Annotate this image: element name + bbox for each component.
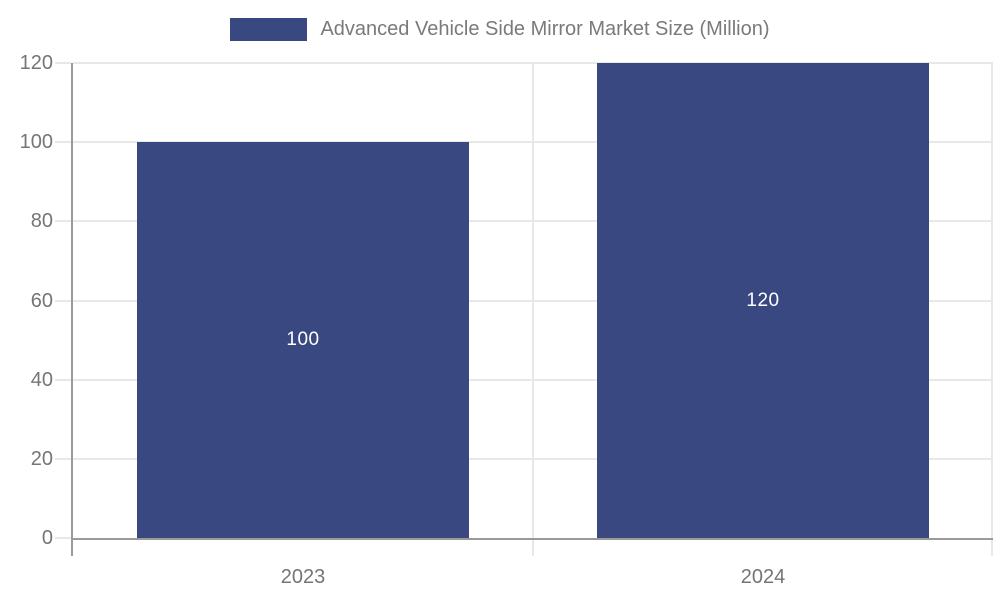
x-axis-tick-label: 2024: [740, 566, 786, 588]
gridline-vertical: [991, 63, 993, 556]
y-axis-tick: [55, 62, 71, 64]
legend[interactable]: Advanced Vehicle Side Mirror Market Size…: [0, 18, 1000, 41]
y-axis-tick-label: 0: [41, 527, 53, 549]
y-axis-tick: [55, 378, 71, 381]
plot-area: 0 20 40 60 80 100 120 100 2023 120 2024: [20, 53, 993, 588]
y-axis-tick-label: 40: [30, 368, 53, 391]
y-axis-line: [71, 63, 73, 556]
bar-2023: 100: [137, 142, 469, 538]
legend-label: Advanced Vehicle Side Mirror Market Size…: [320, 18, 770, 40]
y-axis-tick-label: 20: [30, 447, 53, 470]
gridline-vertical: [532, 63, 534, 556]
y-axis-tick: [55, 220, 71, 223]
x-axis-line: [71, 538, 993, 540]
y-axis-tick: [55, 537, 71, 539]
bar-2024: 120: [597, 63, 929, 538]
y-axis-tick-label: 80: [30, 210, 53, 233]
bar-value-label: 120: [746, 289, 780, 311]
x-axis-tick-label: 2023: [280, 566, 326, 588]
y-axis-tick-label: 100: [19, 131, 53, 154]
y-axis-tick: [55, 141, 71, 144]
y-axis-tick: [55, 299, 71, 302]
y-axis-tick: [55, 457, 71, 460]
legend-swatch: [230, 18, 308, 41]
y-axis-tick-label: 120: [19, 52, 53, 74]
bar-value-label: 100: [286, 329, 320, 351]
y-axis-tick-label: 60: [30, 289, 53, 312]
